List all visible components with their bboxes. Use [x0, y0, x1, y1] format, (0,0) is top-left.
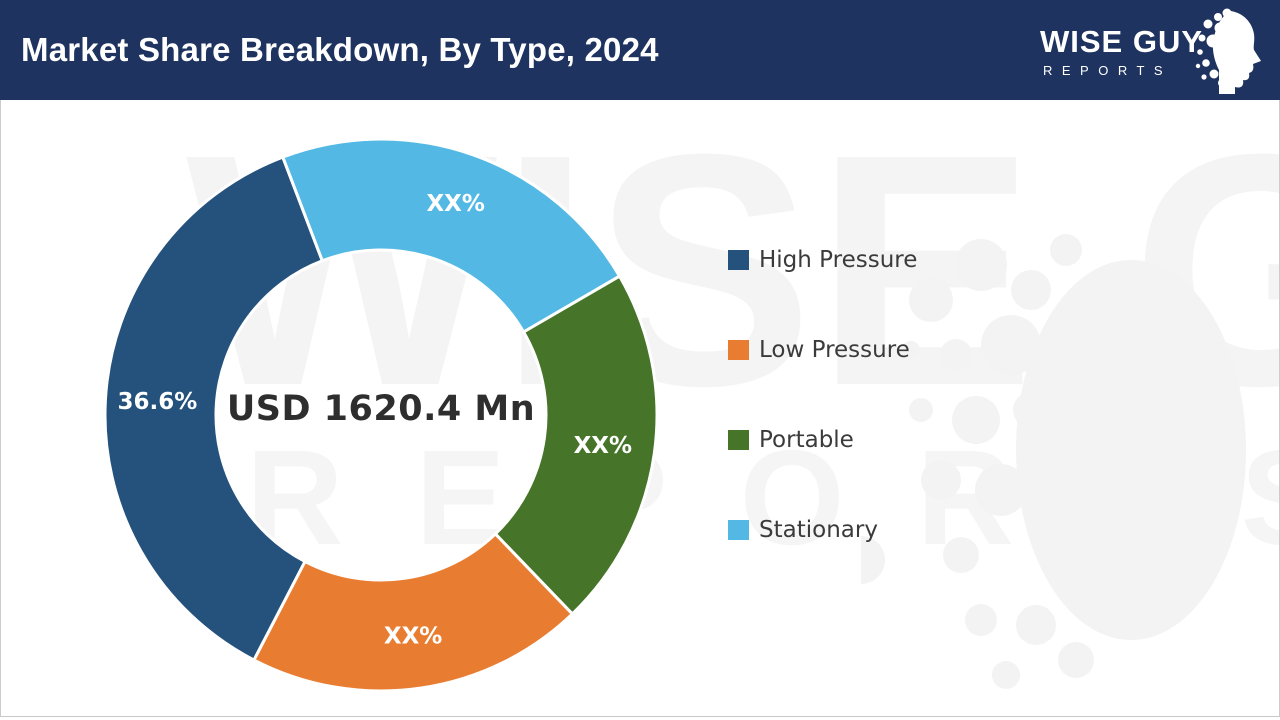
legend-swatch-low-pressure: [728, 340, 749, 360]
legend-label-portable: Portable: [759, 427, 854, 453]
donut-segment-portable: [493, 274, 659, 617]
legend-label-low-pressure: Low Pressure: [759, 337, 910, 363]
segment-label-low-pressure: XX%: [384, 624, 443, 650]
donut-center-value: USD 1620.4 Mn: [226, 389, 536, 429]
legend-item-portable: Portable: [728, 426, 917, 454]
watermark-head-graphic: [861, 234, 1246, 689]
segment-label-stationary: XX%: [426, 191, 485, 217]
chart-canvas: WISE GUY REPORTS 36.6%XX%XX%XX% USD 1620…: [0, 100, 1280, 717]
header-bar: Market Share Breakdown, By Type, 2024 WI…: [0, 0, 1280, 100]
logo-wordmark: WISE GUY: [1040, 24, 1204, 59]
segment-label-portable: XX%: [574, 433, 633, 459]
brand-logo: WISE GUY REPORTS: [1014, 8, 1264, 94]
donut-chart: 36.6% XX% XX% XX%: [103, 137, 659, 693]
page-title: Market Share Breakdown, By Type, 2024: [21, 31, 659, 68]
donut-segment-stationary: [280, 137, 622, 335]
legend-item-low-pressure: Low Pressure: [728, 336, 917, 364]
legend-swatch-high-pressure: [728, 250, 749, 270]
legend-label-stationary: Stationary: [759, 517, 878, 543]
dotted-head-icon: [1195, 8, 1261, 94]
donut-segment-low-pressure: [251, 531, 575, 693]
legend-label-high-pressure: High Pressure: [759, 247, 918, 273]
donut-segment-high-pressure: [103, 155, 325, 663]
segment-label-high-pressure: 36.6%: [117, 389, 197, 415]
logo-subtitle: REPORTS: [1043, 63, 1173, 78]
legend-swatch-portable: [728, 430, 749, 450]
legend-swatch-stationary: [728, 520, 749, 540]
legend-item-stationary: Stationary: [728, 516, 917, 544]
chart-legend: High Pressure Low Pressure Portable Station…: [728, 246, 917, 606]
legend-item-high-pressure: High Pressure: [728, 246, 917, 274]
